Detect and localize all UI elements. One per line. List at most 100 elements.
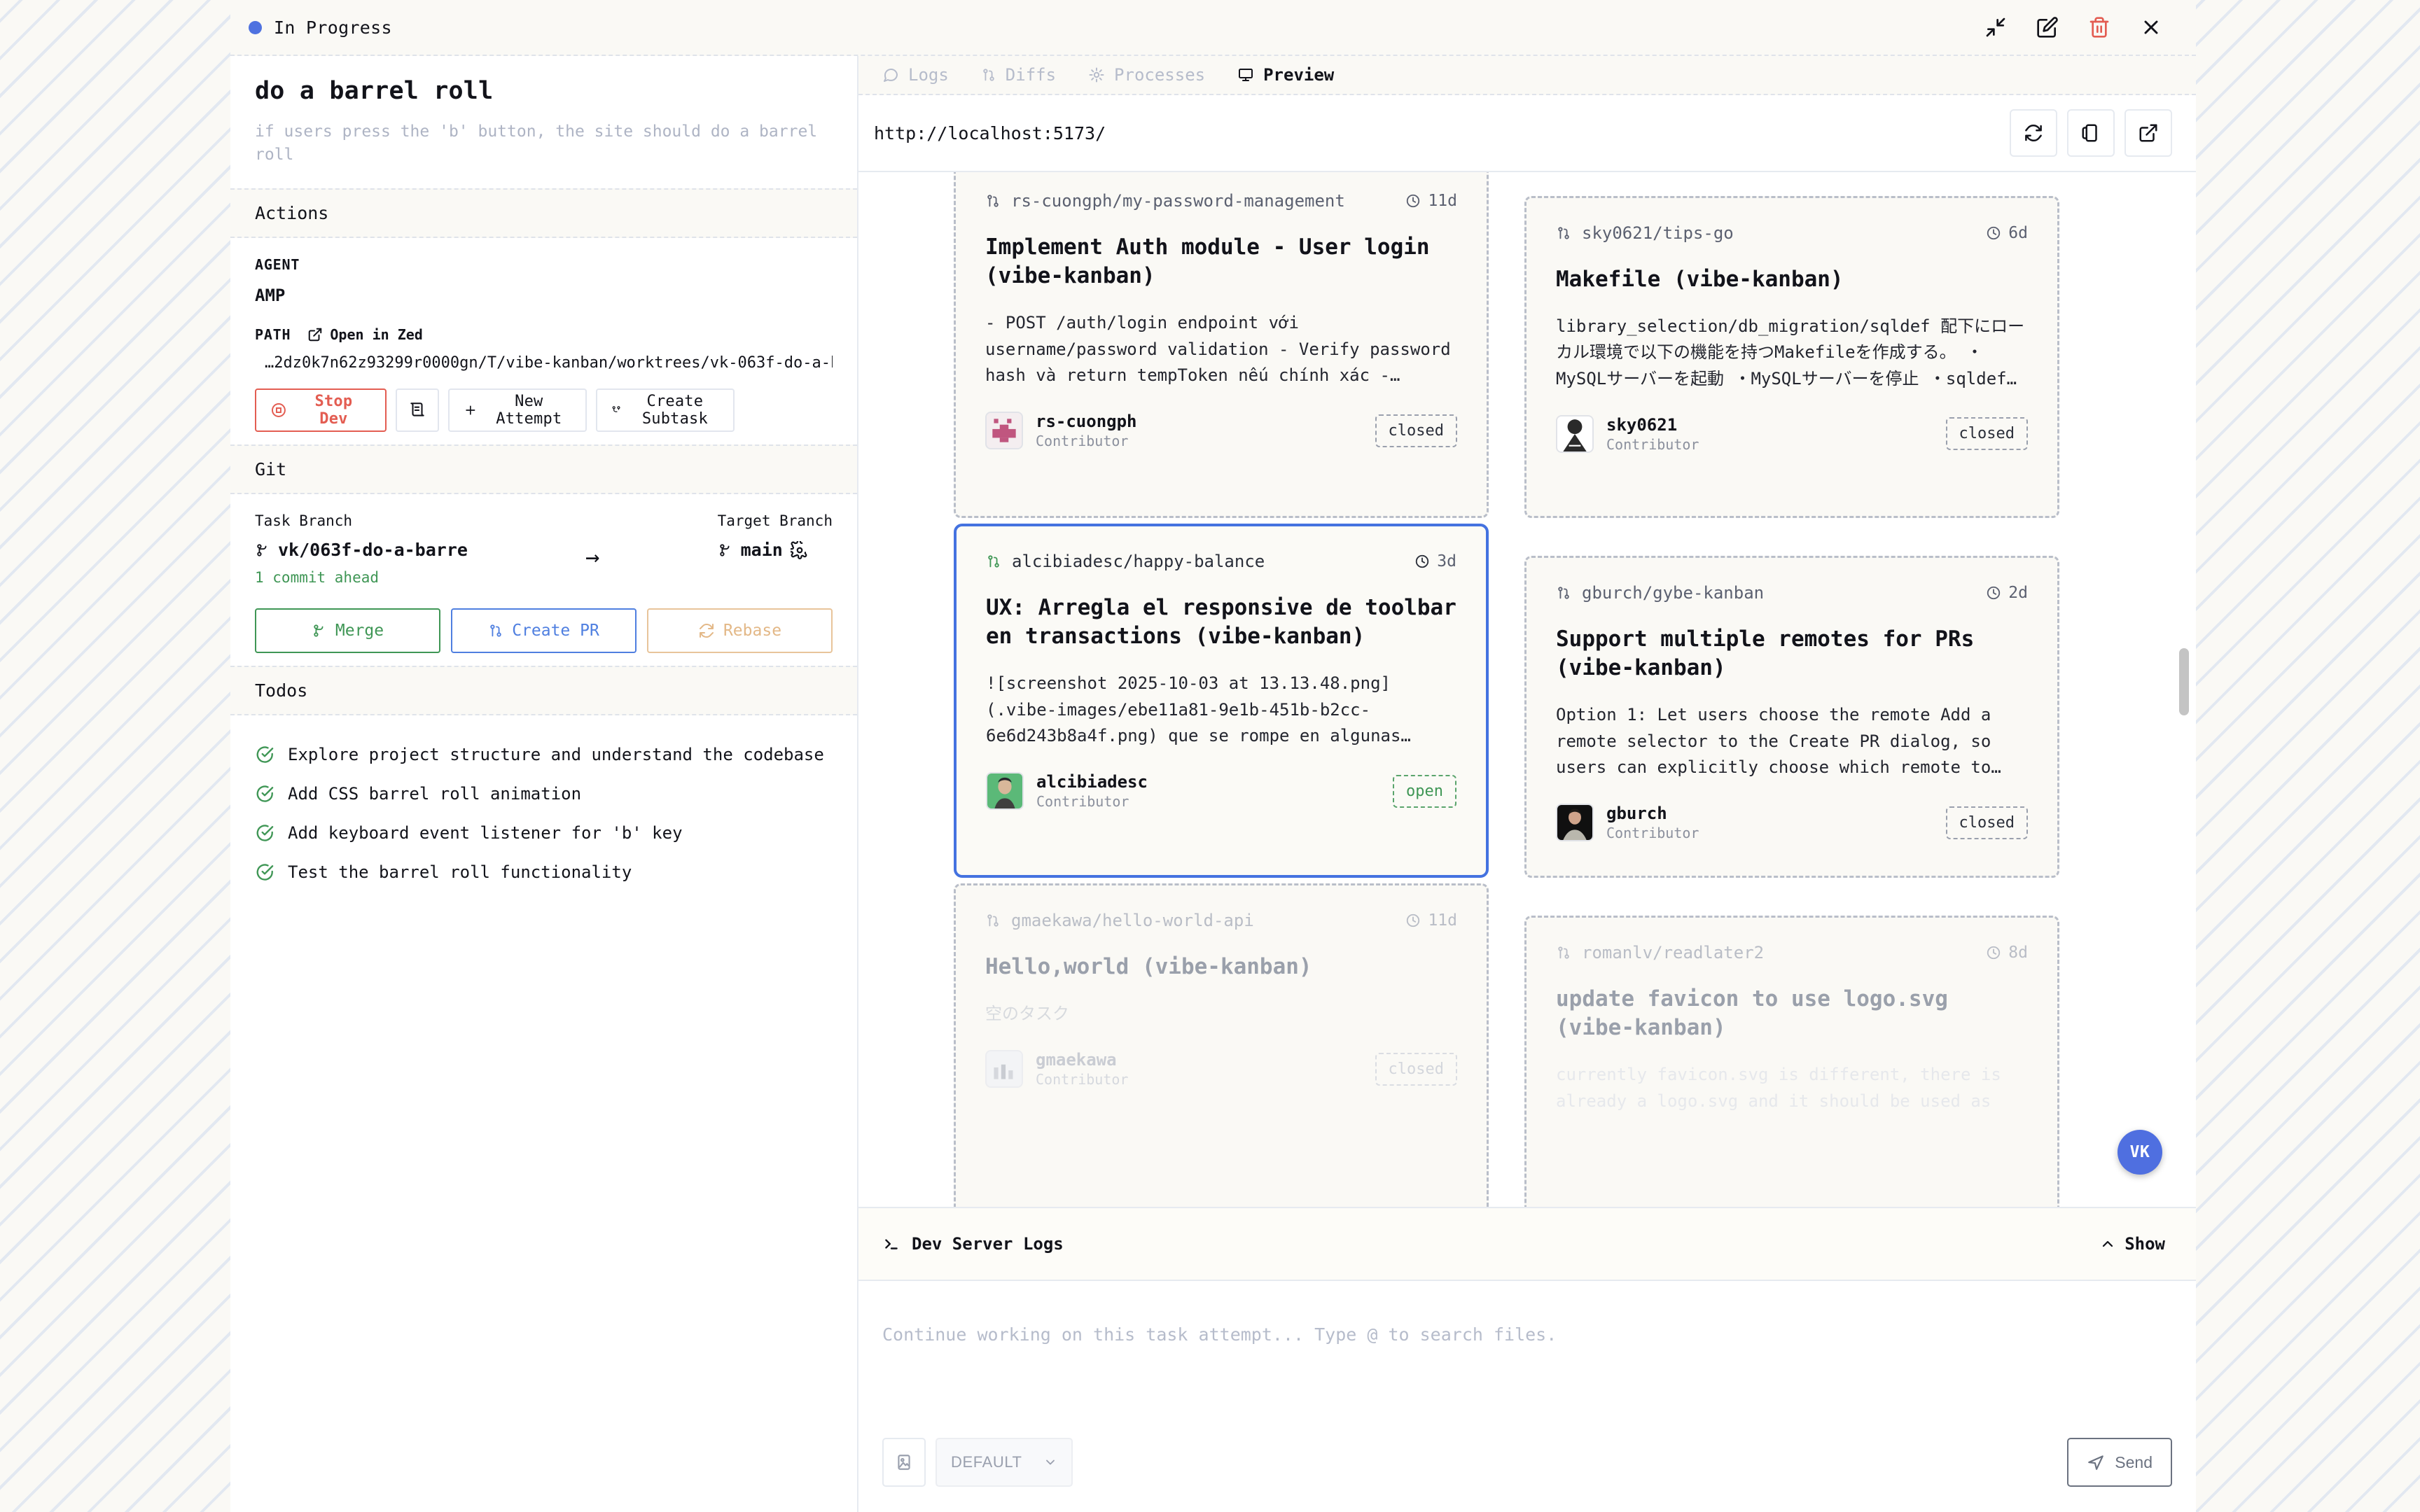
open-external-button[interactable] [2125, 109, 2172, 157]
issue-author: gburch Contributor [1556, 803, 1699, 842]
attach-image-button[interactable] [882, 1438, 926, 1487]
git-pull-request-icon [988, 555, 999, 568]
clock-icon [1407, 194, 1420, 208]
clock-icon [1416, 554, 1429, 568]
refresh-button[interactable] [2010, 109, 2057, 157]
repo-name: gmaekawa/hello-world-api [985, 911, 1254, 930]
git-pull-request-icon [1558, 946, 1569, 959]
branch-arrow-icon: → [585, 543, 600, 572]
preview-iframe[interactable]: rs-cuongph/my-password-management 11d Im… [858, 172, 2196, 1208]
issue-card-selected[interactable]: alcibiadesc/happy-balance 3d UX: Arregla… [954, 524, 1489, 878]
stop-dev-button[interactable]: Stop Dev [255, 388, 387, 433]
issue-card-footer: rs-cuongph Contributor closed [985, 411, 1457, 450]
issue-title: Hello,world (vibe-kanban) [985, 954, 1312, 979]
create-subtask-label: Create Subtask [641, 393, 708, 428]
repo-label: alcibiadesc/happy-balance [1012, 552, 1265, 571]
tab-logs[interactable]: Logs [882, 65, 949, 85]
check-circle-icon [256, 864, 274, 881]
avatar [985, 412, 1023, 449]
author-role: Contributor [1036, 793, 1129, 810]
todo-item[interactable]: Add CSS barrel roll animation [255, 774, 833, 813]
target-branch-value[interactable]: main [718, 540, 833, 560]
terminal-icon [885, 1239, 898, 1250]
issue-age-label: 3d [1437, 552, 1456, 570]
git-branch-icon [983, 69, 994, 81]
repo-name: rs-cuongph/my-password-management [985, 191, 1345, 211]
issue-card[interactable]: romanlv/readlater2 8d update favicon to … [1524, 916, 2059, 1207]
follow-up-input[interactable]: Continue working on this task attempt...… [882, 1324, 1557, 1345]
avatar-image [987, 1051, 1022, 1087]
todo-item[interactable]: Explore project structure and understand… [255, 735, 833, 774]
dev-logs-button[interactable] [396, 388, 439, 433]
trash-icon[interactable] [2087, 15, 2112, 40]
todo-item[interactable]: Add keyboard event listener for 'b' key [255, 813, 833, 853]
agent-label: AGENT [255, 256, 300, 274]
merge-button[interactable]: Merge [255, 608, 440, 654]
task-branch-name: vk/063f-do-a-barre [278, 540, 468, 561]
monitor-icon [1239, 69, 1253, 81]
issue-age-label: 6d [2008, 224, 2028, 242]
refresh-icon [2025, 124, 2042, 142]
issue-card-header: gmaekawa/hello-world-api 11d [985, 911, 1457, 930]
author-name: sky0621 [1606, 414, 1678, 435]
issue-card-header: romanlv/readlater2 8d [1556, 943, 2028, 962]
chevron-up-icon [2103, 1240, 2113, 1247]
create-subtask-button[interactable]: Create Subtask [596, 388, 735, 433]
vk-logo-badge[interactable]: VK [2118, 1130, 2162, 1175]
follow-up-composer: Continue working on this task attempt...… [858, 1281, 2196, 1512]
author-block: gmaekawa Contributor [1036, 1049, 1128, 1088]
tab-diffs[interactable]: Diffs [981, 65, 1056, 85]
avatar-image [987, 413, 1022, 448]
status-badge: closed [1375, 414, 1457, 447]
actions-section: AGENT AMP PATH Open in Zed …2dz0k7n62z93… [230, 238, 857, 444]
device-toggle-button[interactable] [2067, 109, 2115, 157]
issue-card[interactable]: sky0621/tips-go 6d Makefile (vibe-kanban… [1524, 196, 2059, 518]
todo-list: Explore project structure and understand… [230, 715, 857, 911]
model-select[interactable]: DEFAULT [936, 1438, 1073, 1487]
preview-scrollbar[interactable] [2177, 172, 2191, 1207]
avatar-image [1557, 805, 1592, 840]
author-name: rs-cuongph [1036, 412, 1137, 431]
collapse-icon[interactable] [1983, 15, 2008, 40]
url-input[interactable]: http://localhost:5173/ [874, 122, 1106, 144]
check-circle-icon [256, 825, 274, 841]
send-button[interactable]: Send [2067, 1438, 2172, 1487]
git-merge-icon [314, 624, 324, 637]
repo-label: gmaekawa/hello-world-api [1011, 911, 1254, 930]
tab-preview[interactable]: Preview [1237, 65, 1334, 85]
create-pr-button[interactable]: Create PR [451, 608, 637, 654]
edit-icon[interactable] [2035, 15, 2060, 40]
attempt-tabs: Logs Diffs Processes Preview [858, 56, 2196, 95]
rebase-button[interactable]: Rebase [647, 608, 833, 654]
issue-card[interactable]: gburch/gybe-kanban 2d Support multiple r… [1524, 556, 2059, 878]
open-in-zed-button[interactable]: Open in Zed [307, 326, 423, 343]
author-role: Contributor [1036, 1071, 1129, 1088]
todo-item[interactable]: Test the barrel roll functionality [255, 853, 833, 892]
task-branch-value[interactable]: vk/063f-do-a-barre [255, 540, 468, 560]
git-branch-icon [257, 544, 267, 556]
author-name: gmaekawa [1036, 1050, 1117, 1070]
issue-card[interactable]: rs-cuongph/my-password-management 11d Im… [954, 172, 1489, 518]
repo-label: gburch/gybe-kanban [1582, 583, 1765, 603]
avatar [1556, 804, 1594, 841]
clock-icon [1987, 586, 2001, 600]
todo-label: Add keyboard event listener for 'b' key [288, 823, 683, 844]
task-header: do a barrel roll if users press the 'b' … [230, 56, 857, 188]
tab-processes[interactable]: Processes [1088, 65, 1205, 85]
page-title: do a barrel roll [255, 77, 494, 105]
dev-server-logs-bar[interactable]: Dev Server Logs Show [858, 1208, 2196, 1281]
author-block: gburch Contributor [1606, 803, 1699, 842]
agent-value: AMP [255, 286, 286, 306]
gear-icon[interactable] [790, 540, 809, 559]
author-name: gburch [1606, 804, 1667, 823]
window-action-buttons [1983, 15, 2178, 40]
issue-card[interactable]: gmaekawa/hello-world-api 11d Hello,world… [954, 883, 1489, 1207]
close-icon[interactable] [2139, 15, 2164, 40]
dev-server-logs-toggle[interactable]: Show [2099, 1234, 2165, 1254]
message-square-icon [884, 68, 898, 82]
preview-scrollbar-thumb[interactable] [2179, 648, 2189, 715]
issue-age: 3d [1414, 552, 1456, 570]
author-block: rs-cuongph Contributor [1036, 411, 1137, 450]
new-attempt-button[interactable]: New Attempt [448, 388, 587, 433]
check-circle-icon [256, 746, 274, 763]
